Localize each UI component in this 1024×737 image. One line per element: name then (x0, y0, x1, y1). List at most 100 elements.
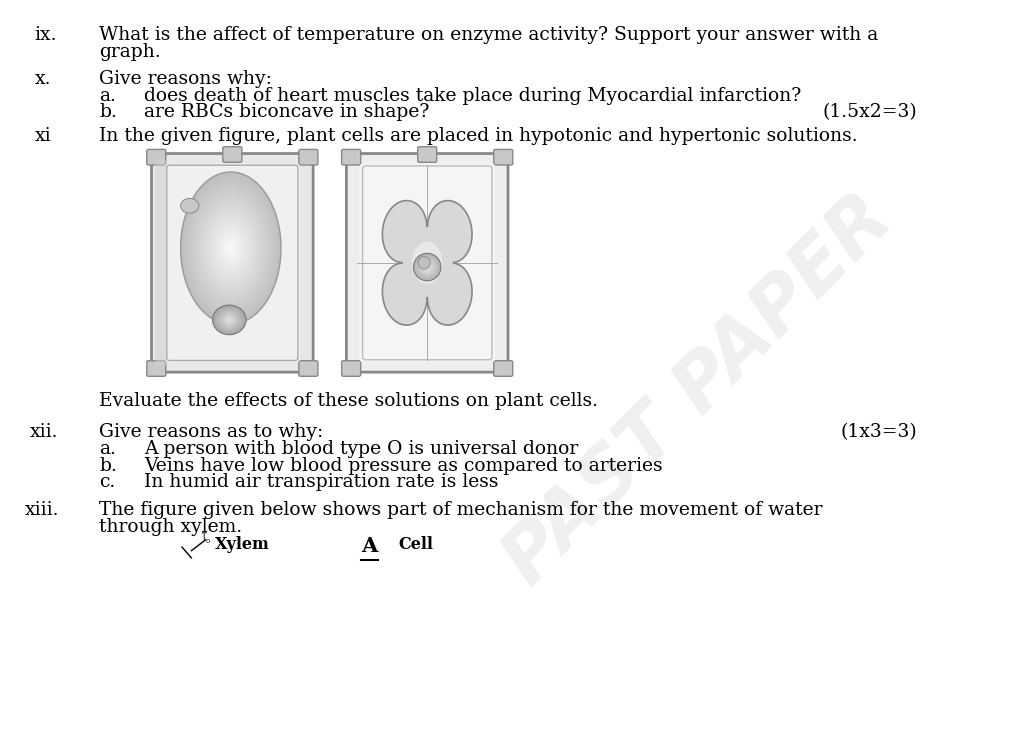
Ellipse shape (193, 190, 269, 306)
FancyBboxPatch shape (299, 360, 317, 377)
Ellipse shape (227, 318, 231, 322)
Text: graph.: graph. (99, 43, 161, 60)
FancyBboxPatch shape (346, 153, 508, 372)
Ellipse shape (418, 256, 430, 269)
Ellipse shape (225, 239, 237, 257)
Text: Give reasons why:: Give reasons why: (99, 70, 272, 88)
Ellipse shape (213, 305, 246, 335)
Ellipse shape (182, 175, 279, 321)
Ellipse shape (209, 214, 253, 282)
Ellipse shape (195, 193, 267, 303)
Text: The figure given below shows part of mechanism for the movement of water: The figure given below shows part of mec… (99, 501, 822, 519)
Ellipse shape (190, 187, 271, 309)
Text: In the given figure, plant cells are placed in hypotonic and hypertonic solution: In the given figure, plant cells are pla… (99, 127, 858, 144)
Text: Cell: Cell (398, 536, 433, 553)
Ellipse shape (228, 245, 232, 251)
Text: xii.: xii. (30, 423, 58, 441)
Ellipse shape (188, 184, 273, 312)
Text: b.: b. (99, 103, 117, 122)
Ellipse shape (422, 262, 433, 273)
FancyBboxPatch shape (165, 164, 300, 362)
FancyBboxPatch shape (156, 160, 167, 366)
Ellipse shape (203, 206, 259, 290)
Text: b.: b. (99, 457, 117, 475)
Text: xiii.: xiii. (25, 501, 59, 519)
FancyBboxPatch shape (223, 147, 242, 162)
Ellipse shape (225, 316, 233, 324)
Text: Give reasons as to why:: Give reasons as to why: (99, 423, 324, 441)
Ellipse shape (417, 257, 437, 277)
Ellipse shape (417, 256, 438, 278)
Ellipse shape (211, 217, 251, 279)
FancyBboxPatch shape (146, 360, 166, 377)
Text: (1.5x2=3): (1.5x2=3) (822, 103, 916, 122)
Text: What is the affect of temperature on enzyme activity? Support your answer with a: What is the affect of temperature on enz… (99, 26, 879, 44)
Text: PAST PAPER: PAST PAPER (489, 181, 907, 599)
Text: Xylem: Xylem (215, 536, 270, 553)
Ellipse shape (214, 306, 245, 334)
Ellipse shape (223, 315, 234, 325)
Ellipse shape (180, 172, 281, 324)
FancyBboxPatch shape (146, 150, 166, 165)
Text: o: o (206, 537, 210, 544)
Ellipse shape (412, 242, 442, 284)
Text: A person with blood type O is universal donor: A person with blood type O is universal … (144, 440, 579, 458)
Ellipse shape (220, 312, 239, 328)
Text: through xylem.: through xylem. (99, 518, 243, 536)
Ellipse shape (215, 224, 247, 273)
Ellipse shape (415, 254, 440, 280)
Ellipse shape (201, 203, 261, 294)
Ellipse shape (223, 236, 239, 260)
Ellipse shape (197, 196, 265, 300)
Ellipse shape (207, 212, 255, 284)
Ellipse shape (416, 255, 439, 279)
Ellipse shape (180, 198, 199, 213)
FancyBboxPatch shape (342, 360, 360, 377)
Text: c.: c. (99, 473, 116, 492)
Ellipse shape (423, 262, 432, 272)
FancyBboxPatch shape (342, 150, 360, 165)
Text: In humid air transpiration rate is less: In humid air transpiration rate is less (144, 473, 499, 492)
Text: xi: xi (35, 127, 51, 144)
Ellipse shape (205, 209, 257, 287)
Ellipse shape (420, 259, 434, 274)
Ellipse shape (426, 266, 428, 268)
Ellipse shape (186, 181, 275, 315)
Text: (1x3=3): (1x3=3) (840, 423, 916, 441)
Text: a.: a. (99, 86, 116, 105)
Text: Veins have low blood pressure as compared to arteries: Veins have low blood pressure as compare… (144, 457, 663, 475)
Ellipse shape (222, 314, 236, 326)
Ellipse shape (424, 263, 431, 270)
FancyBboxPatch shape (152, 153, 313, 372)
Ellipse shape (216, 308, 243, 332)
Ellipse shape (199, 200, 263, 297)
Ellipse shape (419, 259, 435, 276)
FancyBboxPatch shape (494, 150, 513, 165)
Text: does death of heart muscles take place during Myocardial infarction?: does death of heart muscles take place d… (144, 86, 801, 105)
Ellipse shape (218, 310, 241, 329)
Text: A: A (360, 536, 377, 556)
Ellipse shape (425, 265, 429, 269)
Polygon shape (382, 200, 472, 325)
Ellipse shape (414, 254, 441, 281)
Ellipse shape (221, 233, 241, 263)
Text: x.: x. (35, 70, 51, 88)
Ellipse shape (217, 309, 242, 331)
Text: Evaluate the effects of these solutions on plant cells.: Evaluate the effects of these solutions … (99, 392, 598, 410)
Ellipse shape (215, 307, 244, 332)
Ellipse shape (217, 227, 245, 269)
Ellipse shape (228, 319, 230, 321)
Ellipse shape (221, 313, 238, 326)
Text: a.: a. (99, 440, 116, 458)
Text: ix.: ix. (35, 26, 57, 44)
Ellipse shape (219, 311, 240, 329)
Ellipse shape (421, 261, 433, 273)
FancyBboxPatch shape (494, 360, 513, 377)
Ellipse shape (226, 317, 232, 323)
FancyBboxPatch shape (299, 150, 317, 165)
Ellipse shape (219, 230, 243, 266)
Text: are RBCs biconcave in shape?: are RBCs biconcave in shape? (144, 103, 429, 122)
Ellipse shape (425, 265, 430, 270)
FancyBboxPatch shape (359, 164, 495, 362)
Ellipse shape (213, 220, 249, 276)
